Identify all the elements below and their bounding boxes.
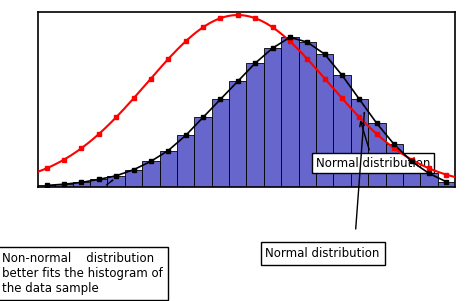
Bar [351,99,368,187]
Bar [438,182,455,187]
Bar [38,185,55,187]
Bar [212,99,229,187]
Bar [264,48,281,187]
Bar [55,184,73,187]
Bar [420,173,438,187]
Bar [403,161,420,187]
Bar [333,75,351,187]
Bar [368,123,385,187]
Bar [125,170,142,187]
Text: Non-normal    distribution
better fits the histogram of
the data sample: Non-normal distribution better fits the … [2,252,163,295]
Bar [194,117,212,187]
Bar [177,135,194,187]
Bar [246,63,264,187]
Bar [229,81,246,187]
Text: Normal distribution: Normal distribution [316,122,430,169]
Bar [90,179,108,187]
Bar [385,144,403,187]
Text: Normal distribution: Normal distribution [265,247,380,260]
Bar [160,150,177,187]
Bar [299,42,316,187]
Bar [316,54,333,187]
Bar [142,161,160,187]
Bar [73,182,90,187]
Bar [281,37,299,187]
Bar [108,176,125,187]
